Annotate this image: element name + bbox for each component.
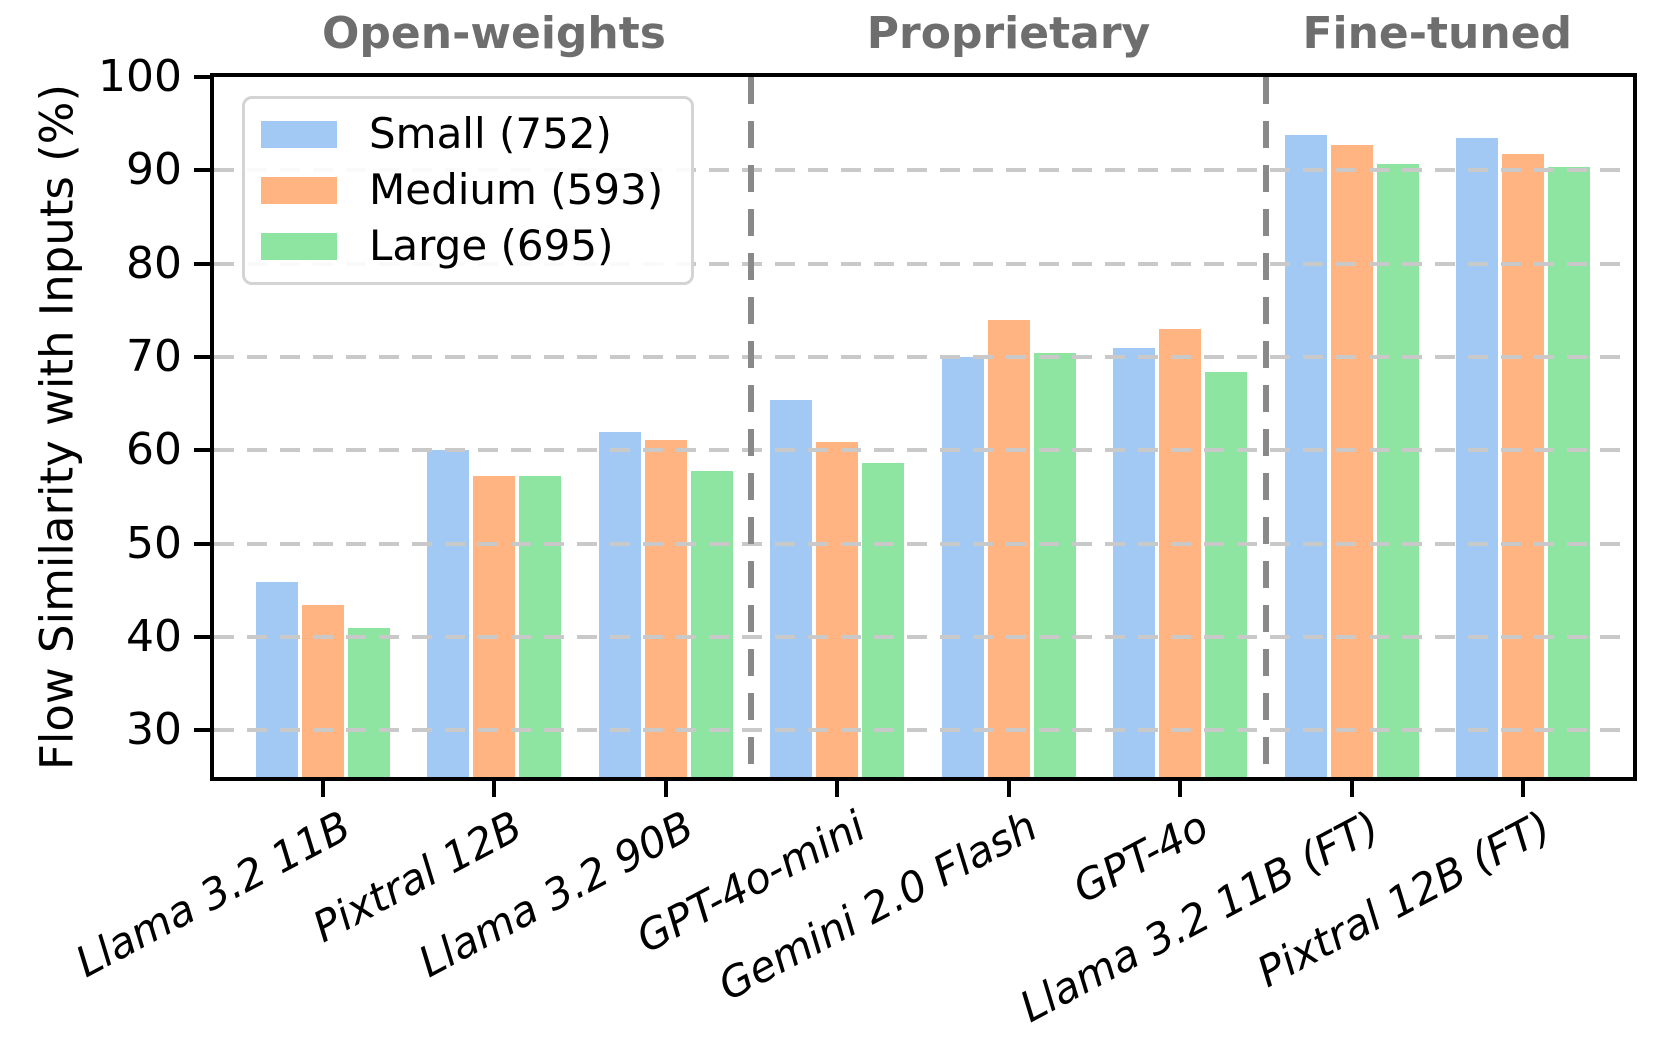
y-tick-60 [194,448,210,453]
bar [347,627,390,777]
bar [1330,145,1373,777]
bar [987,319,1030,777]
bar [1376,163,1419,777]
y-tick-label: 30 [126,704,182,756]
bar [473,476,515,777]
bar [1456,137,1498,777]
x-tick-label: Gemini 2.0 Flash [710,801,1045,1011]
section-title: Open-weights [322,8,666,59]
x-tick [492,781,496,797]
plot-inner [214,77,1633,777]
legend-swatch [261,120,337,148]
x-tick [1521,781,1525,797]
x-tick [1178,781,1182,797]
y-tick-100 [194,75,210,79]
section-title: Proprietary [866,8,1151,59]
bar [1502,153,1544,777]
y-tick-50 [194,541,210,546]
legend-label: Small (752) [369,109,612,158]
legend-row: Small (752) [261,109,663,158]
y-tick-label: 40 [126,611,182,662]
y-tick-label: 70 [126,331,182,382]
y-tick-label: 100 [98,51,182,102]
section-divider [748,77,755,777]
bar [519,475,561,777]
x-tick-label: Llama 3.2 11B [67,801,359,987]
y-tick-30 [194,728,210,733]
bar [1159,329,1201,777]
bar [1113,347,1155,777]
bar [770,399,812,777]
bar [427,450,469,777]
bar [941,357,984,777]
x-tick [1349,781,1354,797]
bar [690,470,733,777]
y-tick-40 [194,635,210,639]
legend-row: Large (695) [261,223,663,269]
gridline-40 [214,635,1633,639]
legend-row: Medium (593) [261,165,664,215]
bar [1033,353,1076,777]
gridline-70 [214,355,1633,359]
x-tick [1006,781,1011,797]
bar [816,441,858,777]
x-tick [320,781,325,797]
gridline-30 [214,728,1633,733]
bar [862,463,904,777]
y-tick-label: 60 [126,424,182,476]
section-title: Fine-tuned [1302,8,1573,59]
gridline-80 [214,261,1633,266]
gridline-50 [214,541,1633,546]
bar [644,440,687,777]
y-tick-label: 50 [126,517,182,569]
x-tick [835,781,839,797]
bar [1548,166,1590,777]
bar [1205,371,1247,777]
gridline-60 [214,448,1633,453]
legend-label: Large (695) [369,221,614,271]
y-tick-label: 80 [126,237,182,289]
legend: Small (752) Medium (593) Large (695) [242,96,695,285]
legend-label: Medium (593) [369,165,664,215]
y-tick-90 [194,168,210,173]
y-tick-label: 90 [126,144,182,196]
y-tick-70 [194,355,210,359]
plot-area [210,73,1637,781]
bar [598,431,641,777]
bar [1284,134,1327,777]
x-tick-label: Pixtral 12B (FT) [1249,801,1560,997]
legend-swatch [261,232,337,260]
legend-swatch [261,176,337,204]
bar [255,581,298,777]
bar [301,605,344,777]
y-tick-80 [194,261,210,266]
gridline-90 [214,168,1633,173]
section-divider [1262,77,1269,777]
x-tick [663,781,668,797]
